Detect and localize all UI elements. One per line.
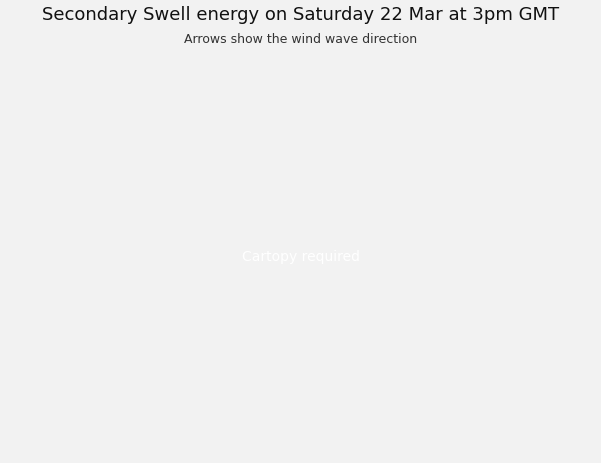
Text: Cartopy required: Cartopy required xyxy=(242,250,359,263)
Text: Arrows show the wind wave direction: Arrows show the wind wave direction xyxy=(184,32,417,45)
Text: Secondary Swell energy on Saturday 22 Mar at 3pm GMT: Secondary Swell energy on Saturday 22 Ma… xyxy=(42,6,559,24)
